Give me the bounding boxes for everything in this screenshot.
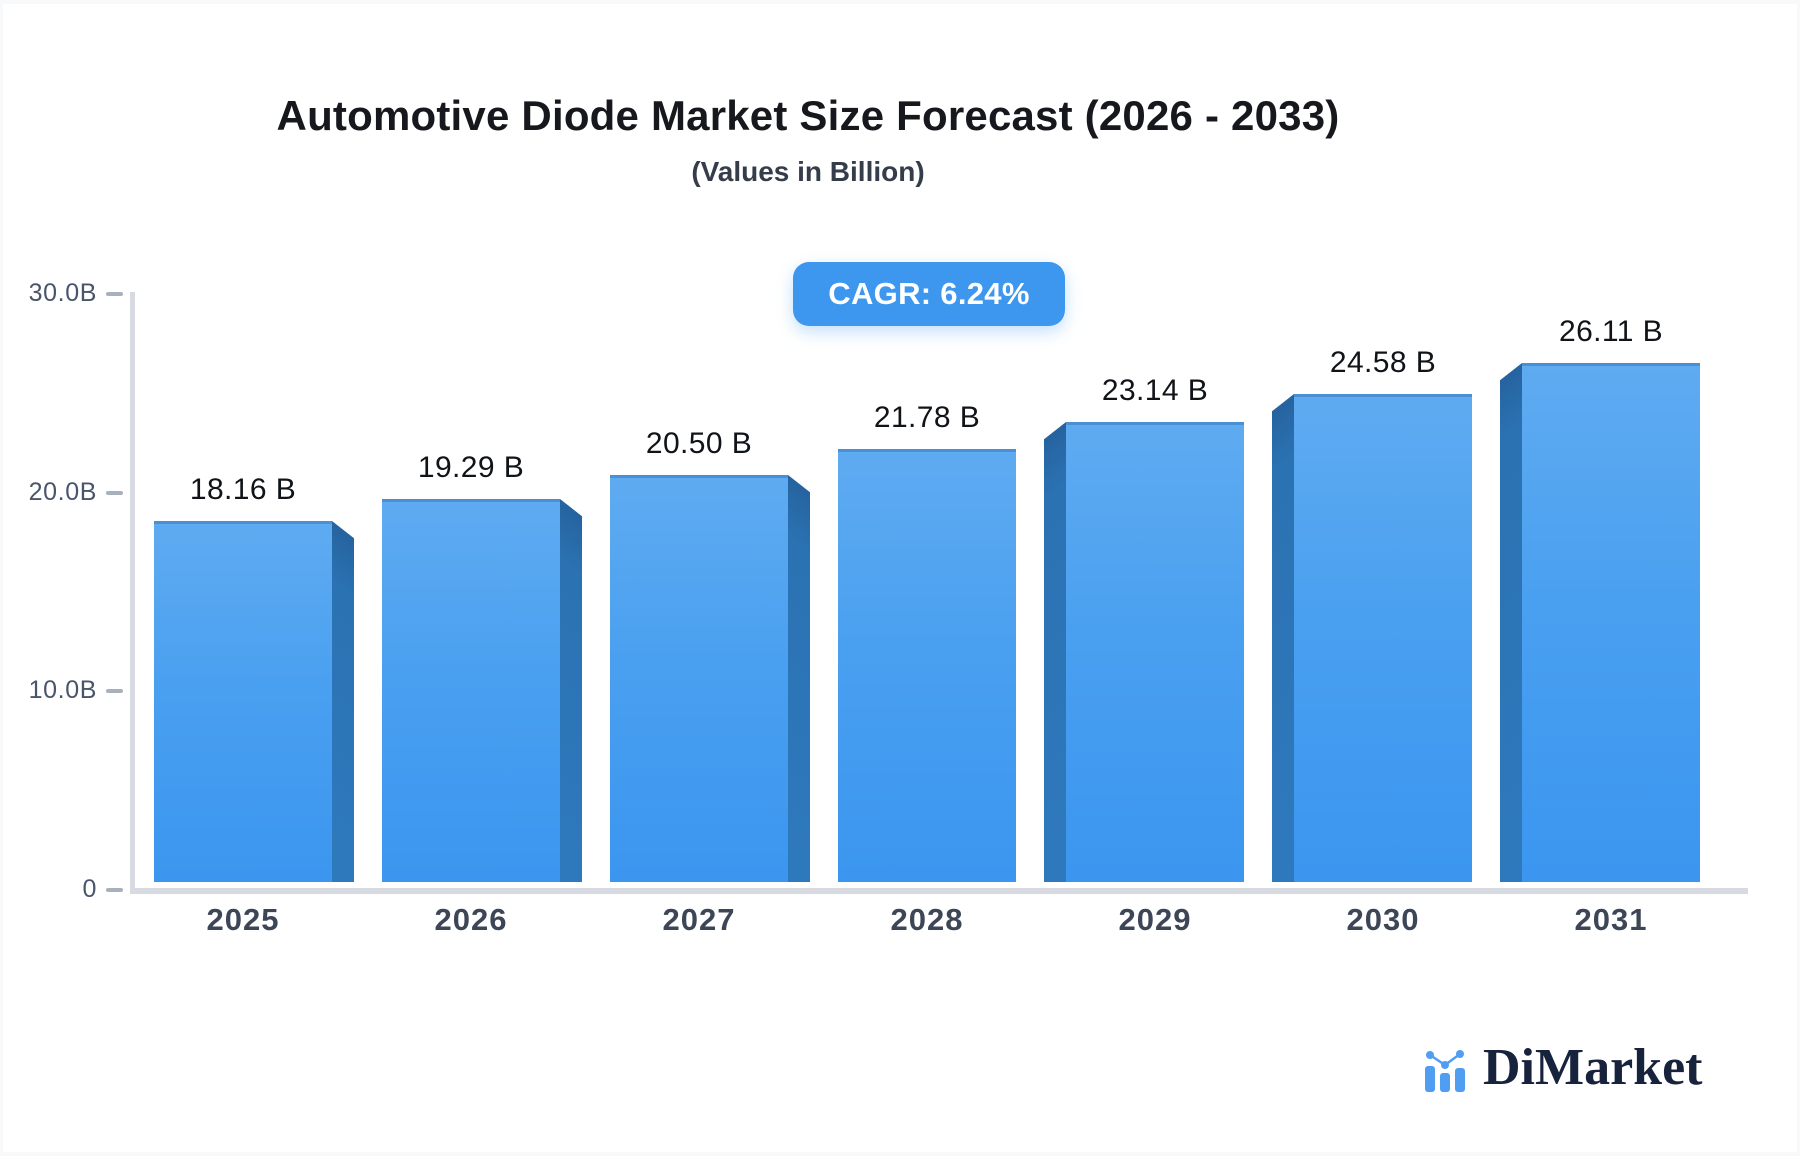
bar-2028 xyxy=(838,449,1016,882)
y-axis-tick xyxy=(106,888,123,892)
bar-value-label: 26.11 B xyxy=(1559,315,1663,349)
bar-side xyxy=(1500,363,1522,882)
bar-value-label: 19.29 B xyxy=(417,450,525,484)
y-axis-tick-label: 10.0B xyxy=(28,676,97,705)
x-axis-label: 2028 xyxy=(890,902,964,937)
bar-face xyxy=(1066,422,1244,882)
bar-value-label: 21.78 B xyxy=(873,401,981,435)
bar-side xyxy=(332,521,354,882)
bar-2029 xyxy=(1044,422,1244,882)
bar-2030 xyxy=(1272,393,1472,882)
brand-logo-text: DiMarket xyxy=(1483,1039,1703,1096)
bar-value-label: 24.58 B xyxy=(1329,345,1437,379)
bar-value-label: 18.16 B xyxy=(189,473,297,507)
bar-value-label: 23.14 B xyxy=(1101,374,1209,408)
chart-title: Automotive Diode Market Size Forecast (2… xyxy=(276,92,1340,139)
x-axis-label: 2027 xyxy=(662,902,736,937)
y-axis-tick xyxy=(106,689,123,694)
x-axis-label: 2029 xyxy=(1118,902,1192,937)
bar-side xyxy=(788,474,810,882)
bar-face xyxy=(1522,363,1700,882)
y-axis-tick-label: 20.0B xyxy=(28,477,97,506)
bar-2026 xyxy=(382,498,582,882)
cagr-badge: CAGR: 6.24% xyxy=(793,262,1065,326)
chart-card: Automotive Diode Market Size Forecast (2… xyxy=(3,4,1797,1152)
bar-side xyxy=(560,498,582,882)
x-axis-label: 2030 xyxy=(1346,902,1420,937)
bar-side xyxy=(1272,393,1294,882)
bar-face xyxy=(838,449,1016,882)
x-axis-label: 2025 xyxy=(206,902,280,937)
mini-bar-chart-icon xyxy=(1425,1050,1465,1092)
y-axis-tick xyxy=(106,490,123,495)
y-axis-tick-label: 30.0B xyxy=(28,278,97,307)
y-axis-tick-label: 0 xyxy=(82,874,97,903)
bar-face xyxy=(382,498,560,882)
bar-2031 xyxy=(1500,363,1700,882)
bar-value-label: 20.50 B xyxy=(645,426,753,460)
x-axis-label: 2026 xyxy=(434,902,508,937)
x-axis-label: 2031 xyxy=(1574,902,1648,937)
bar-face xyxy=(610,474,788,882)
chart-subtitle: (Values in Billion) xyxy=(691,156,925,187)
y-axis-tick xyxy=(106,292,123,296)
y-axis-line xyxy=(130,292,135,890)
x-axis-line xyxy=(130,888,1748,894)
brand-logo: DiMarket xyxy=(1423,1042,1702,1094)
bar-2027 xyxy=(610,474,810,882)
bar-face xyxy=(1294,393,1472,882)
bar-face xyxy=(154,521,332,882)
bar-side xyxy=(1044,422,1066,882)
chart-header: Automotive Diode Market Size Forecast (2… xyxy=(3,92,1613,188)
bar-2025 xyxy=(154,521,354,882)
